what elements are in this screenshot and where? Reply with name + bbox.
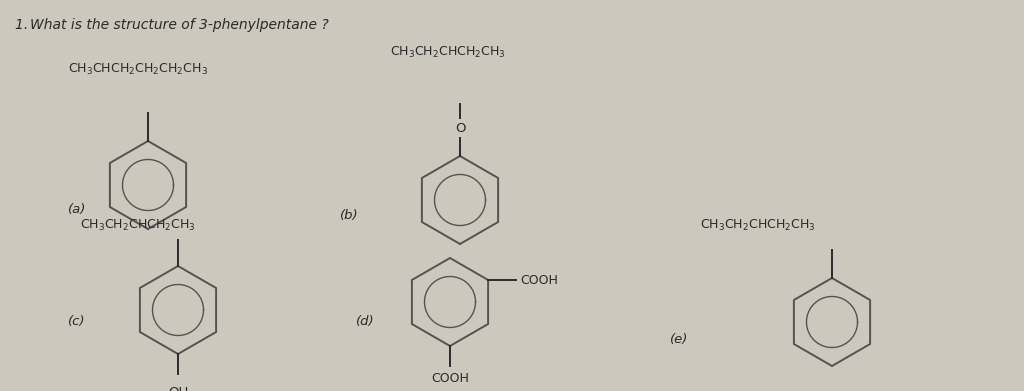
Text: (e): (e) bbox=[670, 334, 688, 346]
Text: (a): (a) bbox=[68, 203, 86, 217]
Text: COOH: COOH bbox=[520, 273, 558, 287]
Text: (d): (d) bbox=[356, 316, 375, 328]
Text: (c): (c) bbox=[68, 316, 85, 328]
Text: $\mathregular{CH_3CH_2CHCH_2CH_3}$: $\mathregular{CH_3CH_2CHCH_2CH_3}$ bbox=[390, 45, 506, 60]
Text: 1.: 1. bbox=[15, 18, 33, 32]
Text: $\mathregular{CH_3CH_2CHCH_2CH_3}$: $\mathregular{CH_3CH_2CHCH_2CH_3}$ bbox=[700, 218, 816, 233]
Text: COOH: COOH bbox=[431, 372, 469, 385]
Text: (b): (b) bbox=[340, 208, 358, 221]
Text: What is the structure of 3-phenylpentane ?: What is the structure of 3-phenylpentane… bbox=[30, 18, 329, 32]
Text: OH: OH bbox=[168, 386, 188, 391]
Text: $\mathregular{CH_3CH_2CHCH_2CH_3}$: $\mathregular{CH_3CH_2CHCH_2CH_3}$ bbox=[80, 218, 196, 233]
Text: O: O bbox=[455, 122, 465, 135]
Text: $\mathregular{CH_3CHCH_2CH_2CH_2CH_3}$: $\mathregular{CH_3CHCH_2CH_2CH_2CH_3}$ bbox=[68, 62, 208, 77]
